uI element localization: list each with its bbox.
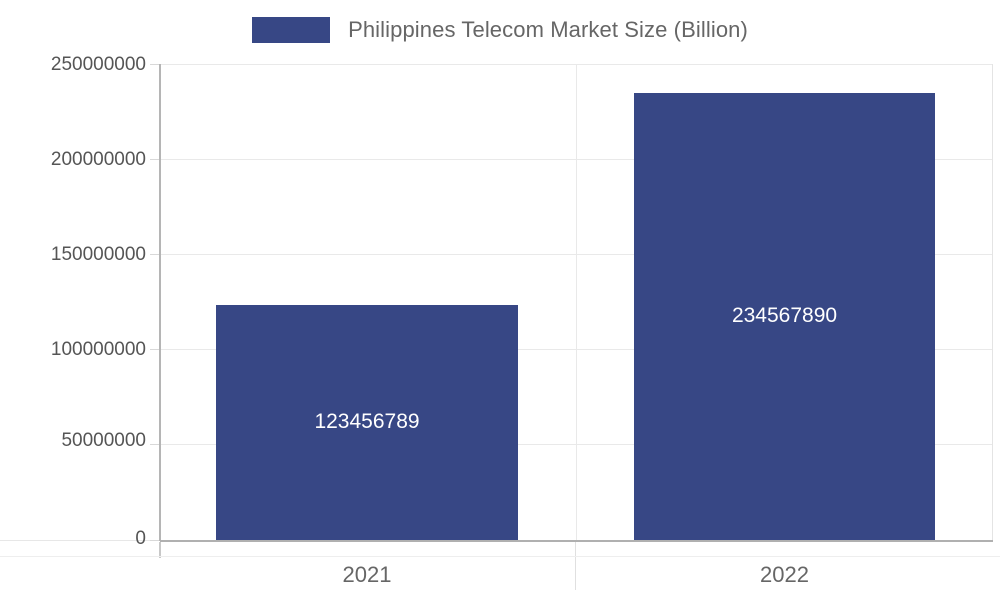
xtick-label-2022: 2022 — [760, 562, 809, 587]
x-axis-lower-rule — [0, 556, 1000, 557]
legend-series-label: Philippines Telecom Market Size (Billion… — [348, 17, 748, 42]
plot-right-border — [992, 64, 993, 540]
bar-value-label-2022: 234567890 — [731, 303, 838, 327]
ytick-label-150000000: 150000000 — [50, 244, 146, 265]
plot-area: 123456789 234567890 — [160, 64, 993, 540]
y-axis-line — [159, 64, 161, 541]
bar-value-label-2021: 123456789 — [314, 409, 420, 433]
chart-legend: Philippines Telecom Market Size (Billion… — [0, 10, 1000, 50]
ytick-label-200000000: 200000000 — [50, 149, 146, 170]
ytick-mark-150000000 — [150, 254, 159, 255]
ytick-label-0: 0 — [135, 528, 146, 549]
ytick-label-100000000: 100000000 — [50, 339, 146, 360]
bar-2022[interactable] — [634, 93, 935, 540]
ytick-label-50000000: 50000000 — [61, 430, 146, 451]
ytick-mark-250000000 — [150, 64, 159, 65]
gridline-category-divider — [576, 64, 577, 540]
legend-color-swatch — [252, 17, 331, 43]
bar-2021[interactable] — [216, 305, 518, 540]
ytick-mark-200000000 — [150, 159, 159, 160]
y-axis-stub-below-baseline — [159, 542, 161, 558]
x-axis-line — [160, 540, 993, 542]
x-axis-extension-line — [0, 540, 160, 541]
x-axis-category-divider — [575, 542, 576, 590]
ytick-label-250000000: 250000000 — [50, 54, 146, 75]
xtick-label-2021: 2021 — [342, 562, 392, 587]
ytick-mark-100000000 — [150, 349, 159, 350]
ytick-mark-50000000 — [150, 444, 159, 445]
ytick-mark-0 — [150, 540, 159, 541]
